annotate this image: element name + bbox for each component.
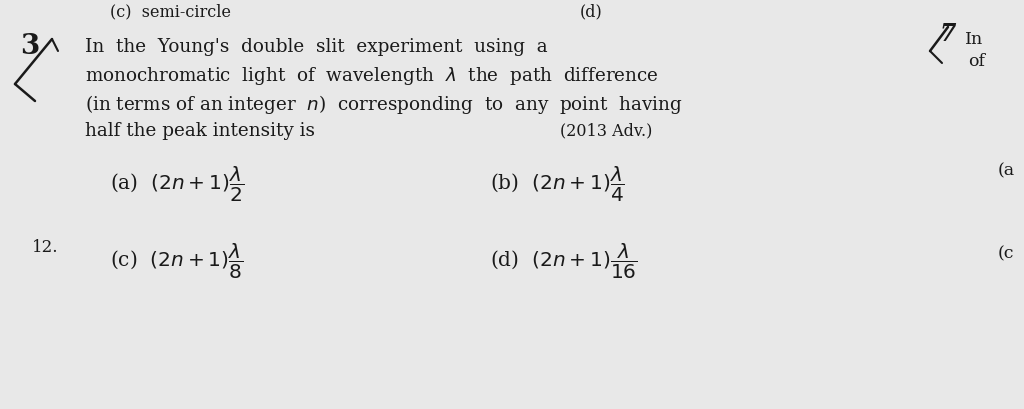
Text: In: In: [965, 31, 983, 47]
Text: (c)  $(2n+1)\dfrac{\lambda}{8}$: (c) $(2n+1)\dfrac{\lambda}{8}$: [110, 241, 244, 281]
Text: (2013 Adv.): (2013 Adv.): [560, 123, 652, 139]
Text: (d)  $(2n+1)\dfrac{\lambda}{16}$: (d) $(2n+1)\dfrac{\lambda}{16}$: [490, 241, 638, 281]
Text: half the peak intensity is: half the peak intensity is: [85, 122, 315, 140]
Text: 7: 7: [940, 22, 956, 46]
Text: (a)  $(2n+1)\dfrac{\lambda}{2}$: (a) $(2n+1)\dfrac{\lambda}{2}$: [110, 164, 244, 204]
Text: (b)  $(2n+1)\dfrac{\lambda}{4}$: (b) $(2n+1)\dfrac{\lambda}{4}$: [490, 164, 625, 204]
Text: (a: (a: [998, 162, 1015, 180]
Text: 3: 3: [20, 34, 40, 61]
Text: 12.: 12.: [32, 238, 58, 256]
Text: In  the  Young's  double  slit  experiment  using  a: In the Young's double slit experiment us…: [85, 38, 548, 56]
Text: (in terms of an integer  $n$)  corresponding  to  any  point  having: (in terms of an integer $n$) correspondi…: [85, 94, 683, 117]
Text: of: of: [968, 52, 985, 70]
Text: (d): (d): [580, 4, 603, 20]
Text: (c)  semi-circle: (c) semi-circle: [110, 4, 231, 20]
Text: monochromatic  light  of  wavelength  $\lambda$  the  path  difference: monochromatic light of wavelength $\lamb…: [85, 65, 658, 87]
Text: (c: (c: [998, 245, 1015, 263]
